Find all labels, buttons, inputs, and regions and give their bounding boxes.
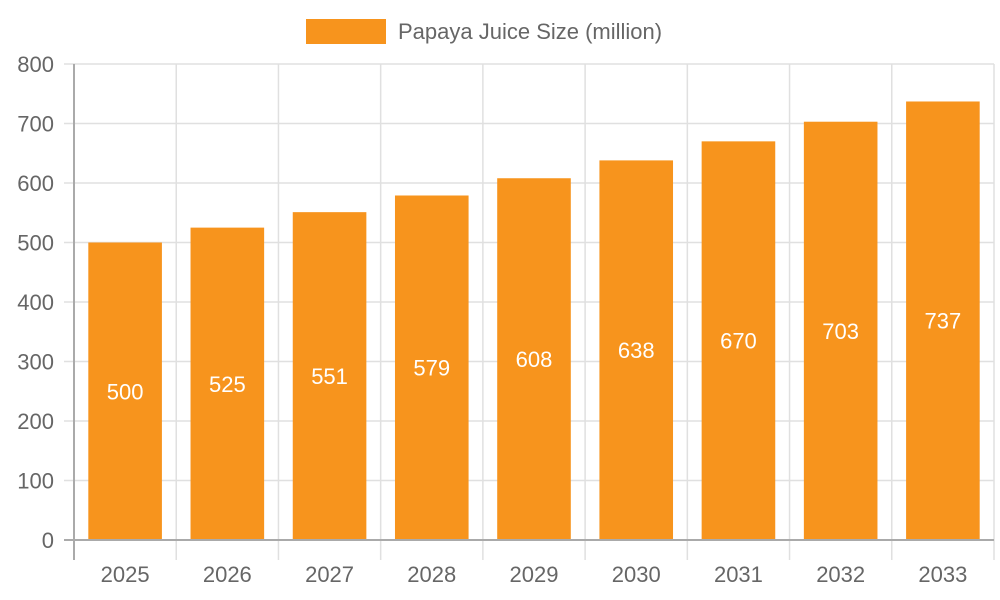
y-tick-label: 100	[17, 469, 54, 494]
x-tick-label: 2029	[510, 562, 559, 587]
x-tick-label: 2025	[101, 562, 150, 587]
bar-value-label: 551	[311, 364, 348, 389]
y-tick-label: 300	[17, 350, 54, 375]
bar-value-label: 638	[618, 338, 655, 363]
legend-swatch	[306, 19, 386, 44]
y-tick-label: 800	[17, 52, 54, 77]
bar[interactable]	[88, 242, 162, 541]
bar-value-label: 500	[107, 379, 144, 404]
axes: 0 100 200 300 400 500 600 700 800 2025 2026 2027 202…	[17, 52, 994, 587]
bars: 500 525 551 579 608 638 670 703 737	[88, 101, 980, 541]
bar-value-label: 579	[413, 356, 450, 381]
bar[interactable]	[394, 195, 469, 540]
y-tick-label: 600	[17, 171, 54, 196]
bar[interactable]	[497, 178, 571, 541]
bar-value-label: 670	[720, 329, 757, 354]
y-tick-label: 500	[17, 231, 54, 256]
legend-label: Papaya Juice Size (million)	[398, 18, 663, 44]
bar[interactable]	[803, 121, 878, 540]
x-tick-label: 2027	[305, 562, 354, 587]
x-tick-label: 2028	[407, 562, 456, 587]
bar[interactable]	[599, 160, 674, 540]
x-tick-label: 2033	[918, 562, 967, 587]
bar-value-label: 737	[925, 309, 962, 334]
bar[interactable]	[190, 227, 265, 540]
legend[interactable]: Papaya Juice Size (million)	[306, 19, 662, 44]
bar-value-label: 525	[209, 372, 246, 397]
bar[interactable]	[701, 141, 776, 540]
y-tick-label: 200	[17, 409, 54, 434]
bar-value-label: 608	[516, 347, 553, 372]
y-tick-label: 400	[17, 290, 54, 315]
x-tick-label: 2030	[612, 562, 661, 587]
x-tick-label: 2031	[714, 562, 763, 587]
x-tick-label: 2026	[203, 562, 252, 587]
x-tick-label: 2032	[816, 562, 865, 587]
bar[interactable]	[292, 212, 367, 540]
y-tick-label: 0	[42, 528, 54, 553]
bar[interactable]	[906, 101, 980, 541]
y-tick-label: 700	[17, 112, 54, 137]
bar-value-label: 703	[822, 319, 859, 344]
